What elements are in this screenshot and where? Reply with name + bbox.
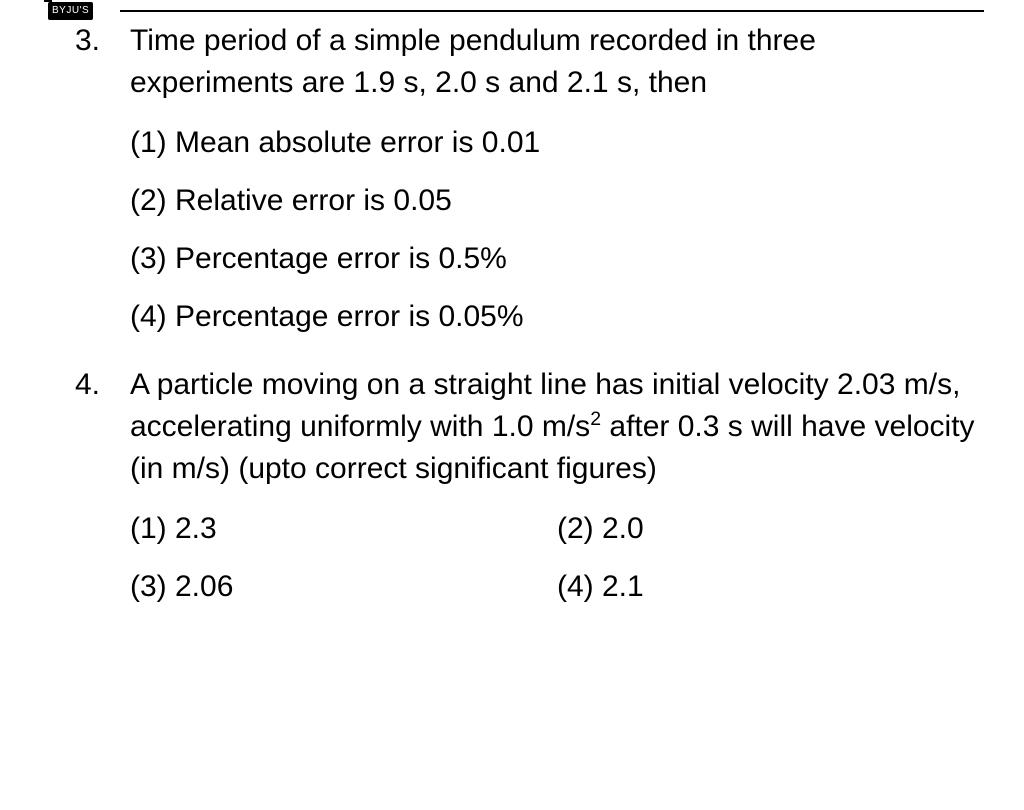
- option-1: (1) Mean absolute error is 0.01: [130, 122, 984, 164]
- option-3: (3) 2.06: [130, 566, 557, 608]
- brand-badge: BYJU'S: [48, 2, 93, 20]
- option-2: (2) Relative error is 0.05: [130, 180, 984, 222]
- question-number: 4.: [40, 364, 130, 490]
- question-3: 3. Time period of a simple pendulum reco…: [40, 20, 984, 104]
- question-number: 3.: [40, 20, 130, 104]
- question-4: 4. A particle moving on a straight line …: [40, 364, 984, 490]
- superscript-2: 2: [590, 408, 601, 430]
- question-text: A particle moving on a straight line has…: [130, 364, 984, 490]
- question-3-options: (1) Mean absolute error is 0.01 (2) Rela…: [130, 122, 984, 338]
- option-1: (1) 2.3: [130, 508, 557, 550]
- question-text: Time period of a simple pendulum recorde…: [130, 20, 984, 104]
- page-content: 3. Time period of a simple pendulum reco…: [0, 0, 1024, 628]
- option-2: (2) 2.0: [557, 508, 984, 550]
- option-4: (4) 2.1: [557, 566, 984, 608]
- question-4-options: (1) 2.3 (2) 2.0 (3) 2.06 (4) 2.1: [130, 508, 984, 608]
- option-3: (3) Percentage error is 0.5%: [130, 238, 984, 280]
- option-4: (4) Percentage error is 0.05%: [130, 296, 984, 338]
- header-rule: [120, 10, 984, 12]
